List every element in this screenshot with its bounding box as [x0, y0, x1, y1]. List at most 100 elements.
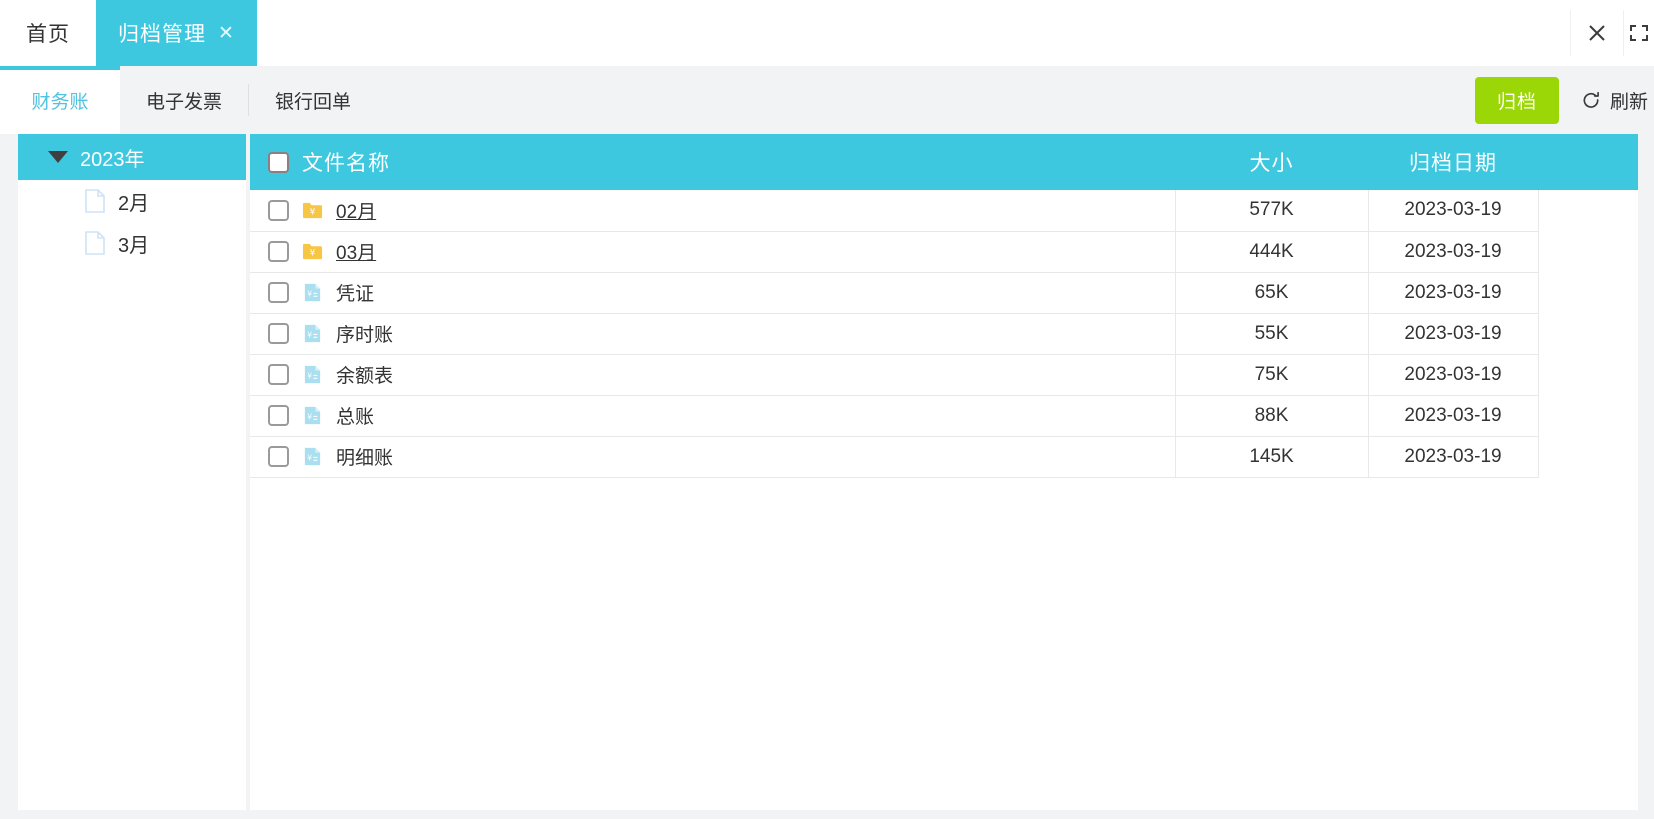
tree-node-february-label: 2月 — [118, 192, 150, 215]
row-checkbox[interactable] — [268, 199, 289, 221]
file-table-header-row: 文件名称 大小 归档日期 — [250, 134, 1638, 190]
file-name[interactable]: 余额表 — [336, 366, 394, 387]
column-header-name: 文件名称 — [250, 134, 1175, 190]
tab-finance-ledger-label: 财务账 — [31, 91, 89, 113]
file-icon: ¥ — [302, 364, 323, 385]
column-header-name-label: 文件名称 — [302, 152, 390, 175]
svg-text:¥: ¥ — [307, 330, 312, 339]
cell-size: 75K — [1174, 354, 1369, 396]
tab-divider — [248, 84, 250, 116]
tab-archive-management-label: 归档管理 — [118, 23, 206, 46]
table-row[interactable]: ¥ 凭证 65K 2023-03-19 — [250, 272, 1638, 314]
cell-size: 55K — [1174, 313, 1369, 355]
fullscreen-icon[interactable] — [1624, 0, 1654, 66]
cell-name: ¥ 总账 — [250, 395, 1175, 437]
cell-spacer — [1538, 313, 1638, 354]
file-table: 文件名称 大小 归档日期 ¥ — [250, 134, 1638, 478]
cell-size: 88K — [1174, 395, 1369, 437]
tab-finance-ledger[interactable]: 财务账 — [0, 66, 120, 134]
table-row[interactable]: ¥ 明细账 145K 2023-03-19 — [250, 436, 1638, 478]
tab-bank-receipt[interactable]: 银行回单 — [249, 66, 377, 134]
cell-name: ¥ 明细账 — [250, 436, 1175, 478]
cell-spacer — [1538, 272, 1638, 313]
tab-home-label: 首页 — [26, 23, 70, 46]
refresh-icon — [1581, 90, 1601, 110]
tab-archive-management[interactable]: 归档管理 ✕ — [96, 0, 257, 66]
file-name[interactable]: 总账 — [336, 407, 375, 428]
cell-name: ¥ 02月 — [250, 190, 1175, 232]
window-bar-divider — [1570, 10, 1571, 56]
column-header-size[interactable]: 大小 — [1175, 134, 1368, 190]
window-tab-bar: 首页 归档管理 ✕ — [0, 0, 1654, 66]
window-bar-spacer — [257, 0, 1570, 66]
row-checkbox[interactable] — [268, 323, 289, 344]
tree-node-march[interactable]: 3月 — [18, 222, 246, 264]
row-checkbox[interactable] — [268, 446, 289, 467]
row-checkbox[interactable] — [268, 282, 289, 303]
svg-text:¥: ¥ — [307, 289, 312, 298]
svg-text:¥: ¥ — [307, 412, 312, 421]
cell-size: 145K — [1174, 436, 1369, 478]
file-table-body: ¥ 02月 577K 2023-03-19 — [250, 190, 1638, 478]
cell-date: 2023-03-19 — [1368, 313, 1539, 355]
chevron-down-icon[interactable] — [48, 151, 68, 163]
file-icon: ¥ — [302, 323, 323, 344]
refresh-button[interactable]: 刷新 — [1581, 87, 1648, 114]
cell-date: 2023-03-19 — [1368, 436, 1539, 478]
svg-text:¥: ¥ — [307, 371, 312, 380]
svg-text:¥: ¥ — [310, 248, 316, 258]
cell-date: 2023-03-19 — [1368, 395, 1539, 437]
svg-text:¥: ¥ — [310, 207, 316, 217]
column-header-date[interactable]: 归档日期 — [1368, 134, 1538, 190]
tree-node-2023[interactable]: 2023年 — [18, 134, 246, 180]
tab-close-icon[interactable]: ✕ — [218, 22, 235, 44]
archive-button[interactable]: 归档 — [1474, 76, 1559, 124]
tree-node-february[interactable]: 2月 — [18, 180, 246, 222]
close-icon[interactable] — [1571, 0, 1623, 66]
cell-name: ¥ 03月 — [250, 231, 1175, 273]
row-checkbox[interactable] — [268, 405, 289, 426]
folder-icon: ¥ — [302, 200, 323, 221]
select-all-checkbox[interactable] — [268, 151, 289, 173]
refresh-label: 刷新 — [1609, 91, 1648, 113]
cell-date: 2023-03-19 — [1368, 272, 1539, 314]
cell-size: 65K — [1174, 272, 1369, 314]
file-name[interactable]: 凭证 — [336, 284, 375, 305]
file-icon: ¥ — [302, 405, 323, 426]
folder-icon: ¥ — [302, 241, 323, 262]
document-icon — [84, 189, 106, 213]
column-header-spacer — [1538, 134, 1638, 190]
file-icon: ¥ — [302, 446, 323, 467]
file-list-panel: 文件名称 大小 归档日期 ¥ — [250, 134, 1638, 810]
cell-spacer — [1538, 395, 1638, 436]
document-icon — [84, 231, 106, 255]
row-checkbox[interactable] — [268, 241, 289, 262]
cell-spacer — [1538, 354, 1638, 395]
file-name-link[interactable]: 03月 — [336, 243, 377, 264]
tree-node-march-label: 3月 — [118, 234, 150, 257]
window-bar-divider-2 — [1623, 10, 1624, 56]
table-row[interactable]: ¥ 余额表 75K 2023-03-19 — [250, 354, 1638, 396]
tab-home[interactable]: 首页 — [0, 0, 96, 66]
table-row[interactable]: ¥ 03月 444K 2023-03-19 — [250, 231, 1638, 273]
cell-name: ¥ 序时账 — [250, 313, 1175, 355]
file-table-header: 文件名称 大小 归档日期 — [250, 134, 1638, 190]
tab-bank-receipt-label: 银行回单 — [275, 91, 352, 113]
cell-spacer — [1538, 231, 1638, 272]
cell-date: 2023-03-19 — [1368, 354, 1539, 396]
file-name[interactable]: 明细账 — [336, 448, 394, 469]
cell-name: ¥ 凭证 — [250, 272, 1175, 314]
cell-date: 2023-03-19 — [1368, 190, 1539, 232]
cell-size: 577K — [1174, 190, 1369, 232]
table-row[interactable]: ¥ 序时账 55K 2023-03-19 — [250, 313, 1638, 355]
cell-spacer — [1538, 190, 1638, 231]
tab-einvoice[interactable]: 电子发票 — [120, 66, 248, 134]
row-checkbox[interactable] — [268, 364, 289, 385]
file-icon: ¥ — [302, 282, 323, 303]
file-name[interactable]: 序时账 — [336, 325, 394, 346]
cell-size: 444K — [1174, 231, 1369, 273]
table-row[interactable]: ¥ 02月 577K 2023-03-19 — [250, 190, 1638, 232]
table-row[interactable]: ¥ 总账 88K 2023-03-19 — [250, 395, 1638, 437]
file-name-link[interactable]: 02月 — [336, 201, 377, 223]
tree-node-2023-label: 2023年 — [80, 148, 145, 171]
